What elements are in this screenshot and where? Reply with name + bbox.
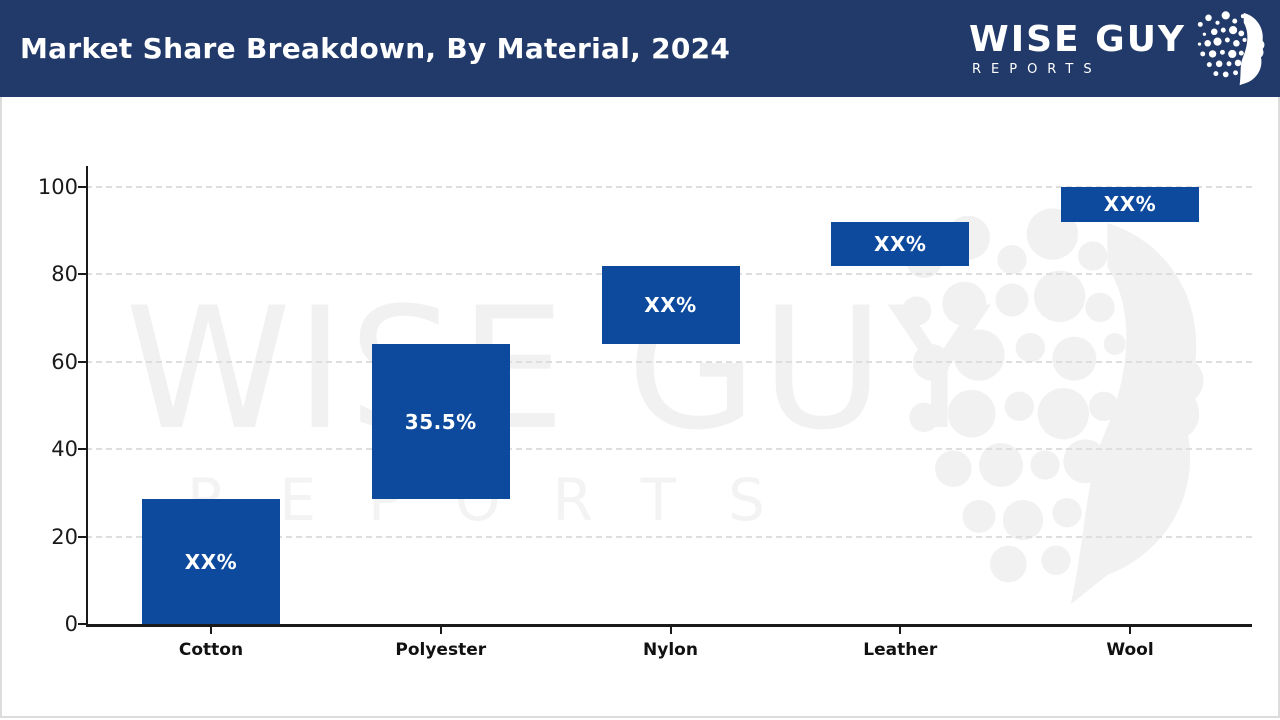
x-tick-label-nylon: Nylon <box>643 640 698 660</box>
x-tick-leather <box>899 627 902 634</box>
y-tick-label-20: 20 <box>51 524 78 549</box>
bar-leather: XX% <box>831 221 970 266</box>
x-tick-label-leather: Leather <box>863 640 938 660</box>
bar-label-leather: XX% <box>874 231 927 256</box>
bar-nylon: XX% <box>601 265 740 345</box>
bar-label-nylon: XX% <box>644 292 697 317</box>
y-tick-20 <box>78 535 86 538</box>
y-tick-60 <box>78 360 86 363</box>
bar-wool: XX% <box>1061 187 1199 222</box>
watermark-line1: WISE GUY <box>125 271 995 467</box>
y-tick-80 <box>78 273 86 276</box>
logo-wordmark-line1: WISE GUY <box>968 18 1186 60</box>
x-axis-line <box>86 624 1252 627</box>
bar-label-polyester: 35.5% <box>404 409 477 434</box>
y-tick-label-80: 80 <box>51 262 78 287</box>
x-tick-polyester <box>439 627 442 634</box>
logo-wordmark-line2: REPORTS <box>971 61 1102 77</box>
bar-label-cotton: XX% <box>184 549 238 574</box>
y-tick-label-0: 0 <box>64 612 78 636</box>
header: Market Share Breakdown, By Material, 202… <box>0 0 1280 97</box>
x-tick-nylon <box>669 627 672 634</box>
x-tick-label-cotton: Cotton <box>178 640 244 660</box>
watermark: WISE GUY REPORTS <box>125 271 995 534</box>
x-tick-label-wool: Wool <box>1106 640 1154 660</box>
y-tick-label-100: 100 <box>37 175 78 199</box>
x-tick-wool <box>1129 627 1131 634</box>
logo-wordmark: WISE GUY REPORTS <box>968 18 1186 77</box>
gridline-y20 <box>86 535 1252 538</box>
y-tick-40 <box>78 448 86 451</box>
y-axis-line <box>86 166 88 627</box>
watermark-line2: REPORTS <box>187 466 817 534</box>
bar-cotton: XX% <box>142 499 280 624</box>
bar-label-wool: XX% <box>1103 192 1157 217</box>
x-tick-label-polyester: Polyester <box>395 640 487 660</box>
x-tick-cotton <box>210 627 212 634</box>
logo-face-icon <box>1197 10 1265 85</box>
y-tick-0 <box>78 623 86 625</box>
page-title: Market Share Breakdown, By Material, 202… <box>20 32 731 65</box>
gridline-y40 <box>86 448 1252 451</box>
y-tick-100 <box>78 186 86 188</box>
brand-logo: WISE GUY REPORTS <box>969 8 1266 90</box>
gridline-y100 <box>86 186 1252 188</box>
y-tick-label-40: 40 <box>51 437 78 462</box>
y-tick-label-60: 60 <box>51 349 78 374</box>
bar-polyester: 35.5% <box>371 344 510 500</box>
gridline-y60 <box>86 360 1252 363</box>
